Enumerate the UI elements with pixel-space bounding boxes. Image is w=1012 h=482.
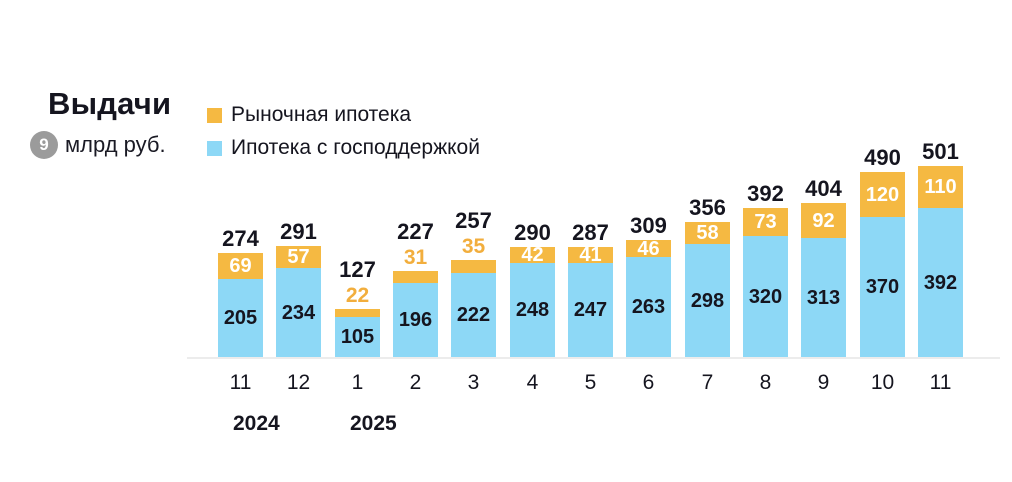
year-label: 2025	[350, 412, 397, 435]
state-support-value-label: 105	[340, 326, 375, 348]
segment-market-mortgage: 73	[743, 208, 788, 236]
market-value-label: 22	[345, 284, 370, 307]
state-support-value-label: 247	[573, 299, 608, 321]
segment-state-support-mortgage: 320	[743, 236, 788, 357]
segment-market-mortgage: 46	[626, 237, 671, 260]
x-tick-label: 10	[870, 371, 895, 394]
market-value-label: 57	[287, 246, 310, 268]
unit-row: 9 млрд руб.	[30, 131, 166, 159]
state-support-value-label: 234	[281, 301, 316, 324]
market-value-label: 110	[924, 176, 957, 198]
total-label: 257	[455, 208, 492, 233]
total-label: 501	[922, 139, 959, 164]
segment-market-mortgage: 120	[860, 172, 905, 217]
segment-market-mortgage	[393, 271, 438, 283]
total-label: 290	[514, 220, 551, 245]
x-tick-label: 4	[526, 371, 539, 394]
market-value-label: 35	[461, 235, 486, 258]
total-label: 287	[572, 220, 609, 245]
market-value-label: 73	[754, 211, 777, 233]
market-value-label: 42	[521, 244, 544, 266]
segment-state-support-mortgage: 205	[218, 279, 263, 357]
market-value-label: 58	[696, 222, 719, 244]
x-tick-label: 9	[817, 371, 830, 394]
x-axis-line	[187, 357, 1000, 359]
segment-market-mortgage: 92	[801, 203, 846, 238]
total-label: 404	[805, 176, 842, 201]
state-support-value-label: 196	[398, 309, 433, 331]
market-value-label: 41	[579, 244, 602, 266]
legend-item-state-support-mortgage: Ипотека с господдержкой	[207, 136, 480, 160]
state-support-value-label: 313	[806, 286, 841, 309]
legend-label-market: Рыночная ипотека	[231, 103, 412, 126]
market-value-label: 69	[229, 255, 252, 277]
x-tick-label: 2	[409, 371, 422, 394]
segment-market-mortgage: 57	[276, 246, 321, 268]
market-mortgage-swatch-icon	[207, 107, 222, 123]
state-support-value-label: 370	[865, 276, 900, 298]
x-tick-label: 11	[229, 371, 252, 394]
total-label: 291	[280, 219, 317, 244]
state-support-value-label: 263	[631, 296, 666, 318]
legend: Рыночная ипотека Ипотека с господдержкой	[207, 103, 480, 160]
state-support-value-label: 298	[690, 289, 725, 312]
total-label: 490	[864, 145, 901, 170]
unit-label: млрд руб.	[65, 132, 166, 157]
segment-state-support-mortgage: 313	[801, 238, 846, 357]
legend-item-market-mortgage: Рыночная ипотека	[207, 103, 480, 127]
x-tick-label: 7	[701, 371, 714, 394]
market-value-label: 31	[403, 246, 428, 269]
segment-market-mortgage: 110	[918, 166, 963, 208]
state-support-value-label: 320	[748, 285, 783, 308]
market-value-label: 120	[865, 183, 900, 206]
slide-number-badge: 9	[30, 131, 58, 159]
segment-market-mortgage: 69	[218, 253, 263, 279]
x-tick-label: 3	[467, 371, 480, 394]
segment-state-support-mortgage: 105	[335, 317, 380, 357]
segment-market-mortgage: 41	[568, 244, 613, 266]
segment-market-mortgage	[335, 309, 380, 317]
state-support-swatch-icon	[207, 140, 222, 156]
total-label: 392	[747, 181, 784, 206]
state-support-value-label: 222	[456, 304, 491, 326]
segment-market-mortgage: 58	[685, 222, 730, 244]
legend-label-state-support: Ипотека с господдержкой	[231, 136, 480, 159]
total-label: 274	[222, 226, 259, 251]
segment-state-support-mortgage: 247	[568, 263, 613, 357]
segment-state-support-mortgage: 222	[451, 273, 496, 357]
x-tick-label: 12	[286, 371, 311, 394]
segment-state-support-mortgage: 298	[685, 244, 730, 357]
state-support-value-label: 248	[515, 299, 550, 321]
state-support-value-label: 392	[923, 271, 958, 294]
total-label: 356	[689, 195, 726, 220]
total-label: 227	[397, 219, 434, 244]
segment-state-support-mortgage: 370	[860, 217, 905, 357]
x-tick-label: 11	[929, 371, 952, 394]
segment-state-support-mortgage: 234	[276, 268, 321, 357]
segment-market-mortgage: 42	[510, 244, 555, 266]
segment-state-support-mortgage: 263	[626, 257, 671, 357]
x-tick-label: 8	[759, 371, 772, 394]
x-tick-label: 6	[642, 371, 655, 394]
market-value-label: 46	[637, 237, 660, 260]
market-value-label: 92	[812, 209, 835, 232]
year-label: 2024	[233, 412, 280, 435]
x-tick-label: 1	[351, 371, 364, 394]
total-label: 127	[339, 257, 376, 282]
chart-title: Выдачи	[48, 86, 172, 121]
x-tick-label: 5	[584, 371, 597, 394]
segment-state-support-mortgage: 248	[510, 263, 555, 357]
segment-state-support-mortgage: 196	[393, 283, 438, 357]
state-support-value-label: 205	[223, 307, 258, 329]
total-label: 309	[630, 213, 667, 238]
segment-market-mortgage	[451, 260, 496, 273]
segment-state-support-mortgage: 392	[918, 208, 963, 357]
